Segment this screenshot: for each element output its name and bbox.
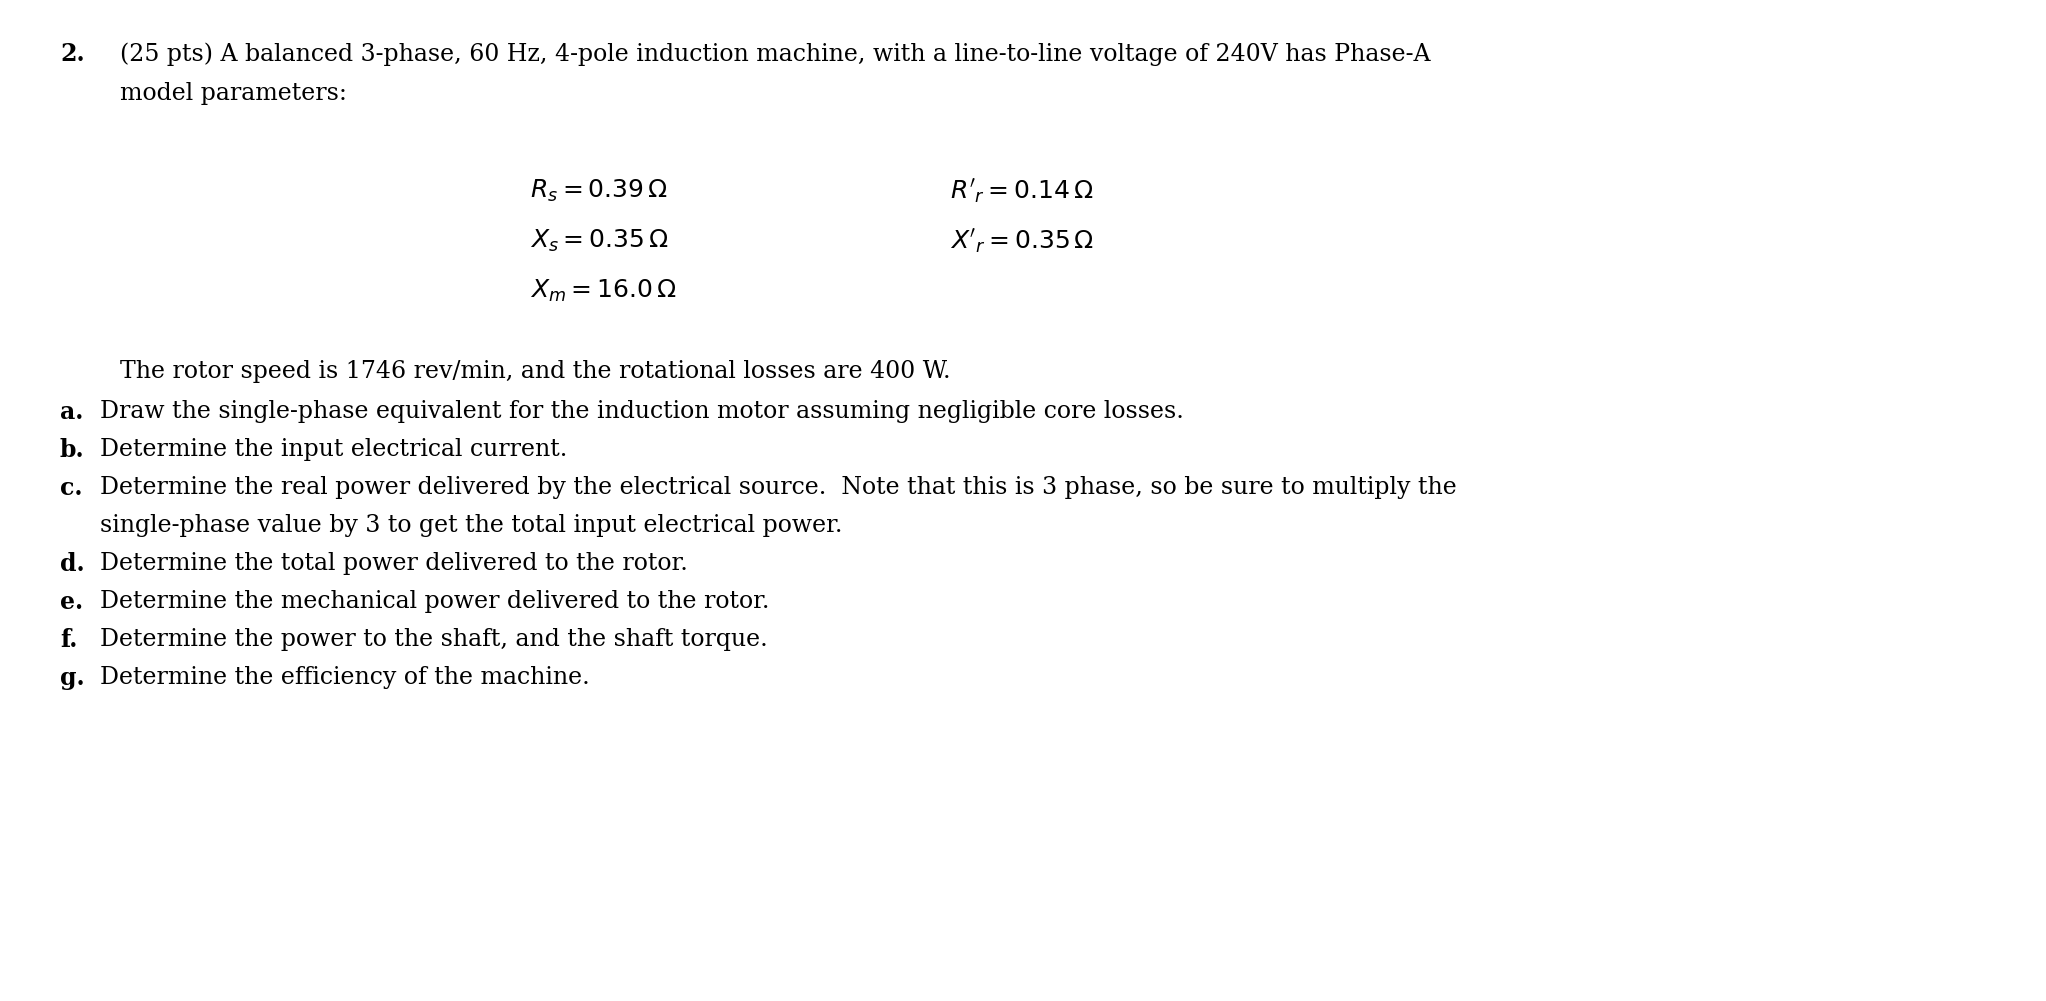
Text: Determine the mechanical power delivered to the rotor.: Determine the mechanical power delivered… xyxy=(100,590,769,613)
Text: Draw the single-phase equivalent for the induction motor assuming negligible cor: Draw the single-phase equivalent for the… xyxy=(100,400,1185,423)
Text: model parameters:: model parameters: xyxy=(121,82,348,105)
Text: Determine the total power delivered to the rotor.: Determine the total power delivered to t… xyxy=(100,552,687,575)
Text: (25 pts) A balanced 3-phase, 60 Hz, 4-pole induction machine, with a line-to-lin: (25 pts) A balanced 3-phase, 60 Hz, 4-po… xyxy=(121,42,1430,65)
Text: f.: f. xyxy=(59,628,78,652)
Text: 2.: 2. xyxy=(59,42,84,66)
Text: $R'_r = 0.14\,\Omega$: $R'_r = 0.14\,\Omega$ xyxy=(949,178,1093,206)
Text: $X'_r = 0.35\,\Omega$: $X'_r = 0.35\,\Omega$ xyxy=(949,228,1095,256)
Text: d.: d. xyxy=(59,552,84,576)
Text: a.: a. xyxy=(59,400,84,424)
Text: single-phase value by 3 to get the total input electrical power.: single-phase value by 3 to get the total… xyxy=(100,514,843,537)
Text: Determine the input electrical current.: Determine the input electrical current. xyxy=(100,438,567,461)
Text: Determine the efficiency of the machine.: Determine the efficiency of the machine. xyxy=(100,666,589,689)
Text: e.: e. xyxy=(59,590,84,614)
Text: b.: b. xyxy=(59,438,84,462)
Text: g.: g. xyxy=(59,666,84,690)
Text: $R_s = 0.39\,\Omega$: $R_s = 0.39\,\Omega$ xyxy=(530,178,667,204)
Text: $X_s = 0.35\,\Omega$: $X_s = 0.35\,\Omega$ xyxy=(530,228,669,254)
Text: Determine the power to the shaft, and the shaft torque.: Determine the power to the shaft, and th… xyxy=(100,628,767,651)
Text: The rotor speed is 1746 rev/min, and the rotational losses are 400 W.: The rotor speed is 1746 rev/min, and the… xyxy=(121,360,951,383)
Text: c.: c. xyxy=(59,476,82,500)
Text: Determine the real power delivered by the electrical source.  Note that this is : Determine the real power delivered by th… xyxy=(100,476,1457,499)
Text: $X_m = 16.0\,\Omega$: $X_m = 16.0\,\Omega$ xyxy=(530,278,677,304)
